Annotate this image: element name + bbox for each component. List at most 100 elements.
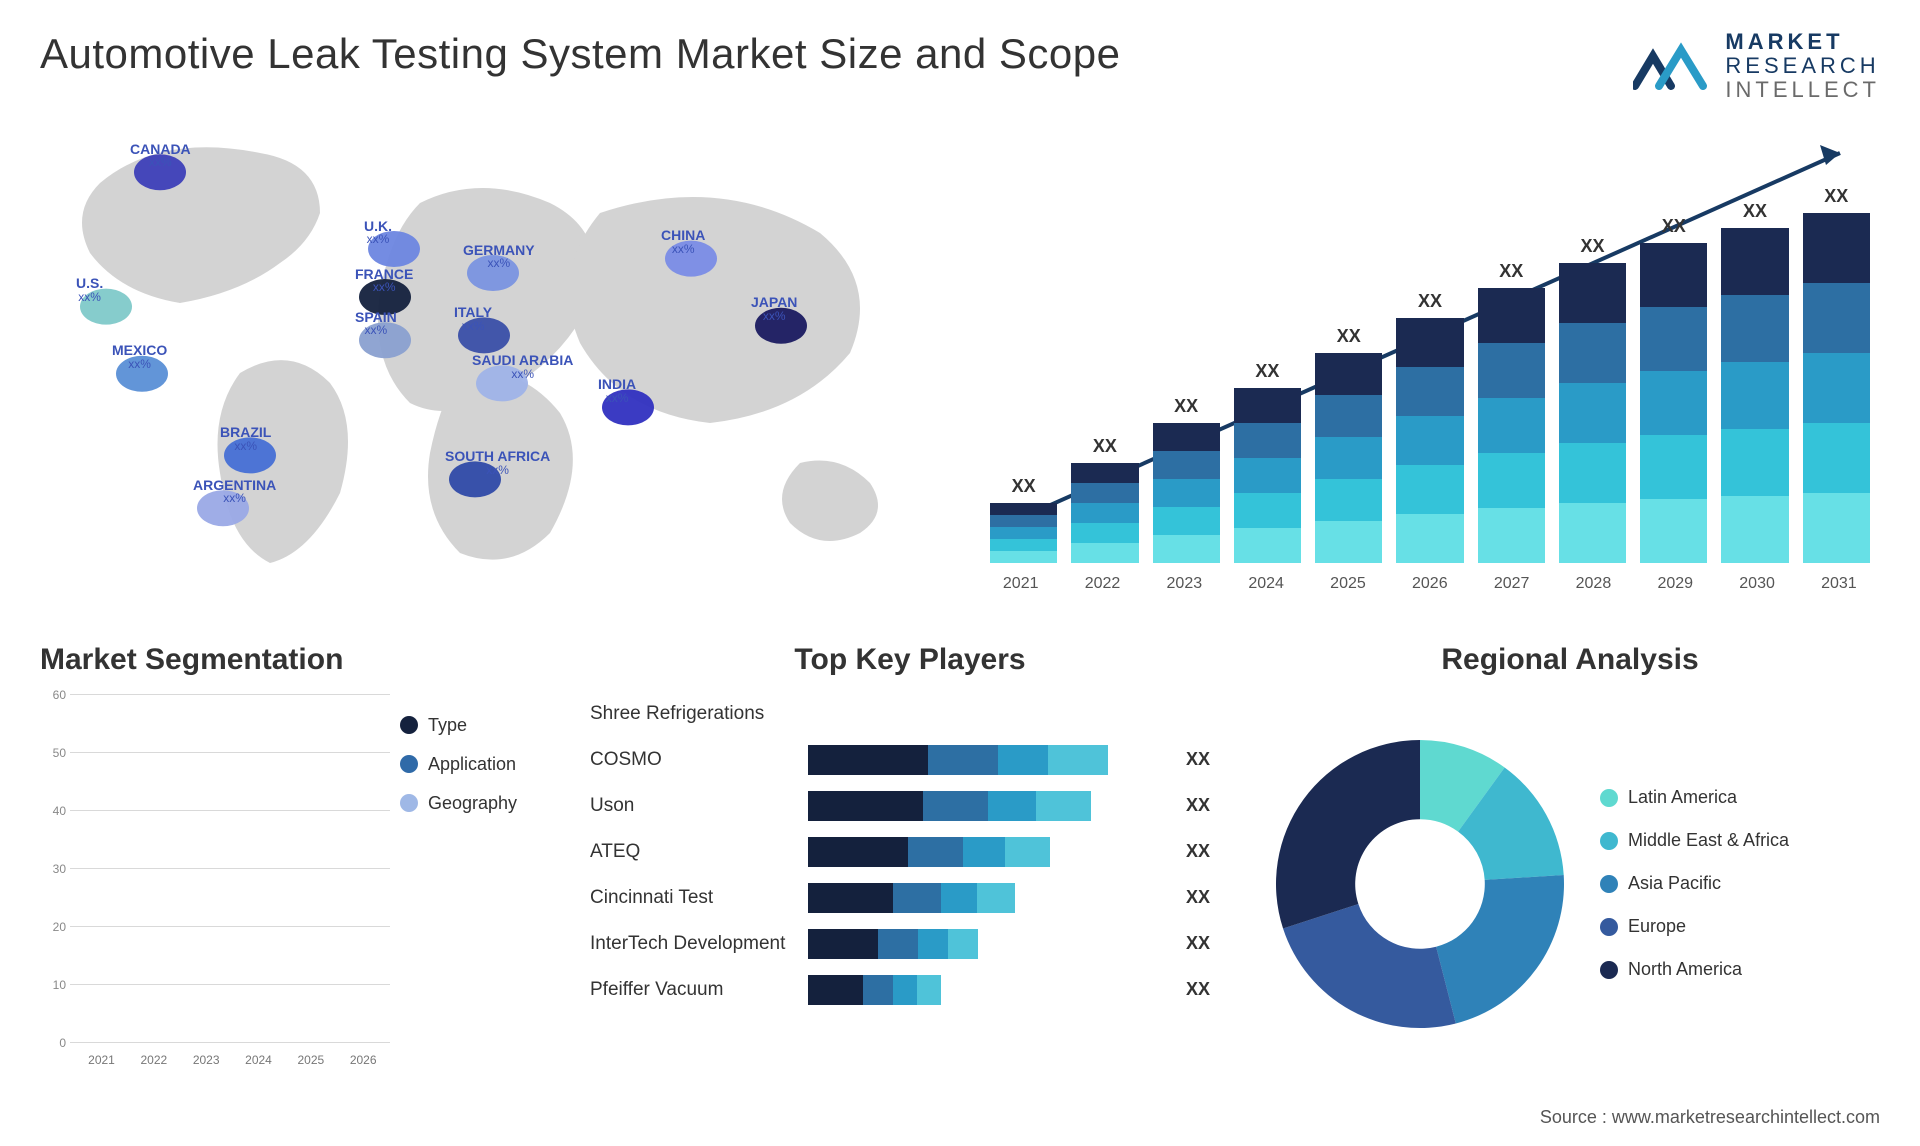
logo-icon [1633, 36, 1711, 96]
growth-value-label: XX [1824, 186, 1848, 207]
player-name: Uson [590, 795, 800, 817]
regional-panel: Regional Analysis Latin America Middle Ea… [1260, 643, 1880, 1073]
player-bar [808, 837, 1178, 867]
growth-value-label: XX [1255, 361, 1279, 382]
country-label-france: FRANCExx% [355, 267, 413, 294]
segmentation-panel: Market Segmentation 0102030405060 202120… [40, 643, 560, 1073]
player-name: COSMO [590, 749, 800, 771]
players-panel: Top Key Players Shree Refrigerations COSM… [590, 643, 1230, 1073]
page: Automotive Leak Testing System Market Si… [0, 0, 1920, 1146]
country-label-india: INDIAxx% [598, 377, 636, 404]
country-label-southafrica: SOUTH AFRICAxx% [445, 449, 550, 476]
growth-x-label: 2023 [1167, 575, 1203, 593]
region-legend-item: Europe [1600, 916, 1789, 937]
donut-legend: Latin America Middle East & Africa Asia Pa… [1600, 787, 1789, 980]
player-name: Shree Refrigerations [590, 703, 800, 725]
bottom-row: Market Segmentation 0102030405060 202120… [40, 643, 1880, 1073]
brand-logo: MARKET RESEARCH INTELLECT [1633, 30, 1880, 103]
player-value: XX [1186, 979, 1230, 1000]
country-label-canada: CANADAxx% [130, 142, 191, 169]
growth-bar-2030: XX [1721, 201, 1788, 563]
country-label-italy: ITALYxx% [454, 305, 492, 332]
region-legend-item: Middle East & Africa [1600, 830, 1789, 851]
growth-x-label: 2030 [1739, 575, 1775, 593]
country-label-spain: SPAINxx% [355, 310, 397, 337]
player-row: ATEQ XX [590, 833, 1230, 871]
growth-value-label: XX [1743, 201, 1767, 222]
segmentation-title: Market Segmentation [40, 643, 560, 677]
growth-x-label: 2026 [1412, 575, 1448, 593]
regional-chart: Latin America Middle East & Africa Asia Pa… [1260, 695, 1880, 1073]
growth-x-label: 2031 [1821, 575, 1857, 593]
growth-bar-2026: XX [1396, 291, 1463, 563]
player-value: XX [1186, 887, 1230, 908]
player-value: XX [1186, 795, 1230, 816]
growth-bar-2023: XX [1153, 396, 1220, 563]
growth-bar-2022: XX [1071, 436, 1138, 563]
player-name: Cincinnati Test [590, 887, 800, 909]
growth-x-label: 2027 [1494, 575, 1530, 593]
growth-value-label: XX [1174, 396, 1198, 417]
top-row: CANADAxx%U.S.xx%MEXICOxx%BRAZILxx%ARGENT… [40, 123, 1880, 603]
player-bar [808, 883, 1178, 913]
logo-text: MARKET RESEARCH INTELLECT [1725, 30, 1880, 103]
country-label-japan: JAPANxx% [751, 295, 797, 322]
growth-value-label: XX [1418, 291, 1442, 312]
country-label-china: CHINAxx% [661, 228, 705, 255]
page-title: Automotive Leak Testing System Market Si… [40, 30, 1120, 78]
country-label-brazil: BRAZILxx% [220, 425, 271, 452]
segmentation-chart: 0102030405060 202120222023202420252026 T… [40, 695, 560, 1073]
player-bar [808, 699, 1178, 729]
growth-bar-2021: XX [990, 476, 1057, 563]
growth-x-label: 2029 [1657, 575, 1693, 593]
player-name: Pfeiffer Vacuum [590, 979, 800, 1001]
donut-slice [1436, 875, 1564, 1024]
growth-value-label: XX [1337, 326, 1361, 347]
growth-value-label: XX [1662, 216, 1686, 237]
growth-value-label: XX [1580, 236, 1604, 257]
world-map: CANADAxx%U.S.xx%MEXICOxx%BRAZILxx%ARGENT… [40, 123, 940, 603]
header: Automotive Leak Testing System Market Si… [40, 30, 1880, 103]
growth-x-label: 2022 [1085, 575, 1121, 593]
country-label-saudiarabia: SAUDI ARABIAxx% [472, 353, 573, 380]
player-bar [808, 791, 1178, 821]
country-label-uk: U.K.xx% [364, 219, 392, 246]
player-bar [808, 975, 1178, 1005]
player-bar [808, 929, 1178, 959]
growth-x-label: 2028 [1576, 575, 1612, 593]
donut-svg [1260, 724, 1580, 1044]
players-list: Shree RefrigerationsCOSMOXXUsonXXATEQXXC… [590, 695, 1230, 1073]
growth-bar-2025: XX [1315, 326, 1382, 563]
growth-x-label: 2025 [1330, 575, 1366, 593]
country-label-us: U.S.xx% [76, 276, 103, 303]
player-bar [808, 745, 1178, 775]
growth-chart: XX XX XX XX XX XX XX XX XX XX XX 2021 2022 2023 2024 2… [980, 123, 1880, 603]
seg-legend-item: Geography [400, 793, 560, 814]
growth-bar-2024: XX [1234, 361, 1301, 563]
donut-slice [1283, 904, 1456, 1028]
player-value: XX [1186, 841, 1230, 862]
growth-value-label: XX [1012, 476, 1036, 497]
regional-title: Regional Analysis [1260, 643, 1880, 677]
players-title: Top Key Players [590, 643, 1230, 677]
region-legend-item: Asia Pacific [1600, 873, 1789, 894]
growth-x-label: 2024 [1248, 575, 1284, 593]
region-legend-item: North America [1600, 959, 1789, 980]
region-legend-item: Latin America [1600, 787, 1789, 808]
player-value: XX [1186, 749, 1230, 770]
player-row: Cincinnati Test XX [590, 879, 1230, 917]
growth-bar-2031: XX [1803, 186, 1870, 563]
growth-x-label: 2021 [1003, 575, 1039, 593]
player-row: InterTech Development XX [590, 925, 1230, 963]
growth-value-label: XX [1499, 261, 1523, 282]
country-label-germany: GERMANYxx% [463, 243, 535, 270]
player-value: XX [1186, 933, 1230, 954]
donut-slice [1276, 740, 1420, 928]
seg-legend-item: Type [400, 715, 560, 736]
player-name: ATEQ [590, 841, 800, 863]
player-row: Pfeiffer Vacuum XX [590, 971, 1230, 1009]
growth-value-label: XX [1093, 436, 1117, 457]
player-name: InterTech Development [590, 933, 800, 955]
player-row: Uson XX [590, 787, 1230, 825]
growth-bar-2027: XX [1478, 261, 1545, 563]
